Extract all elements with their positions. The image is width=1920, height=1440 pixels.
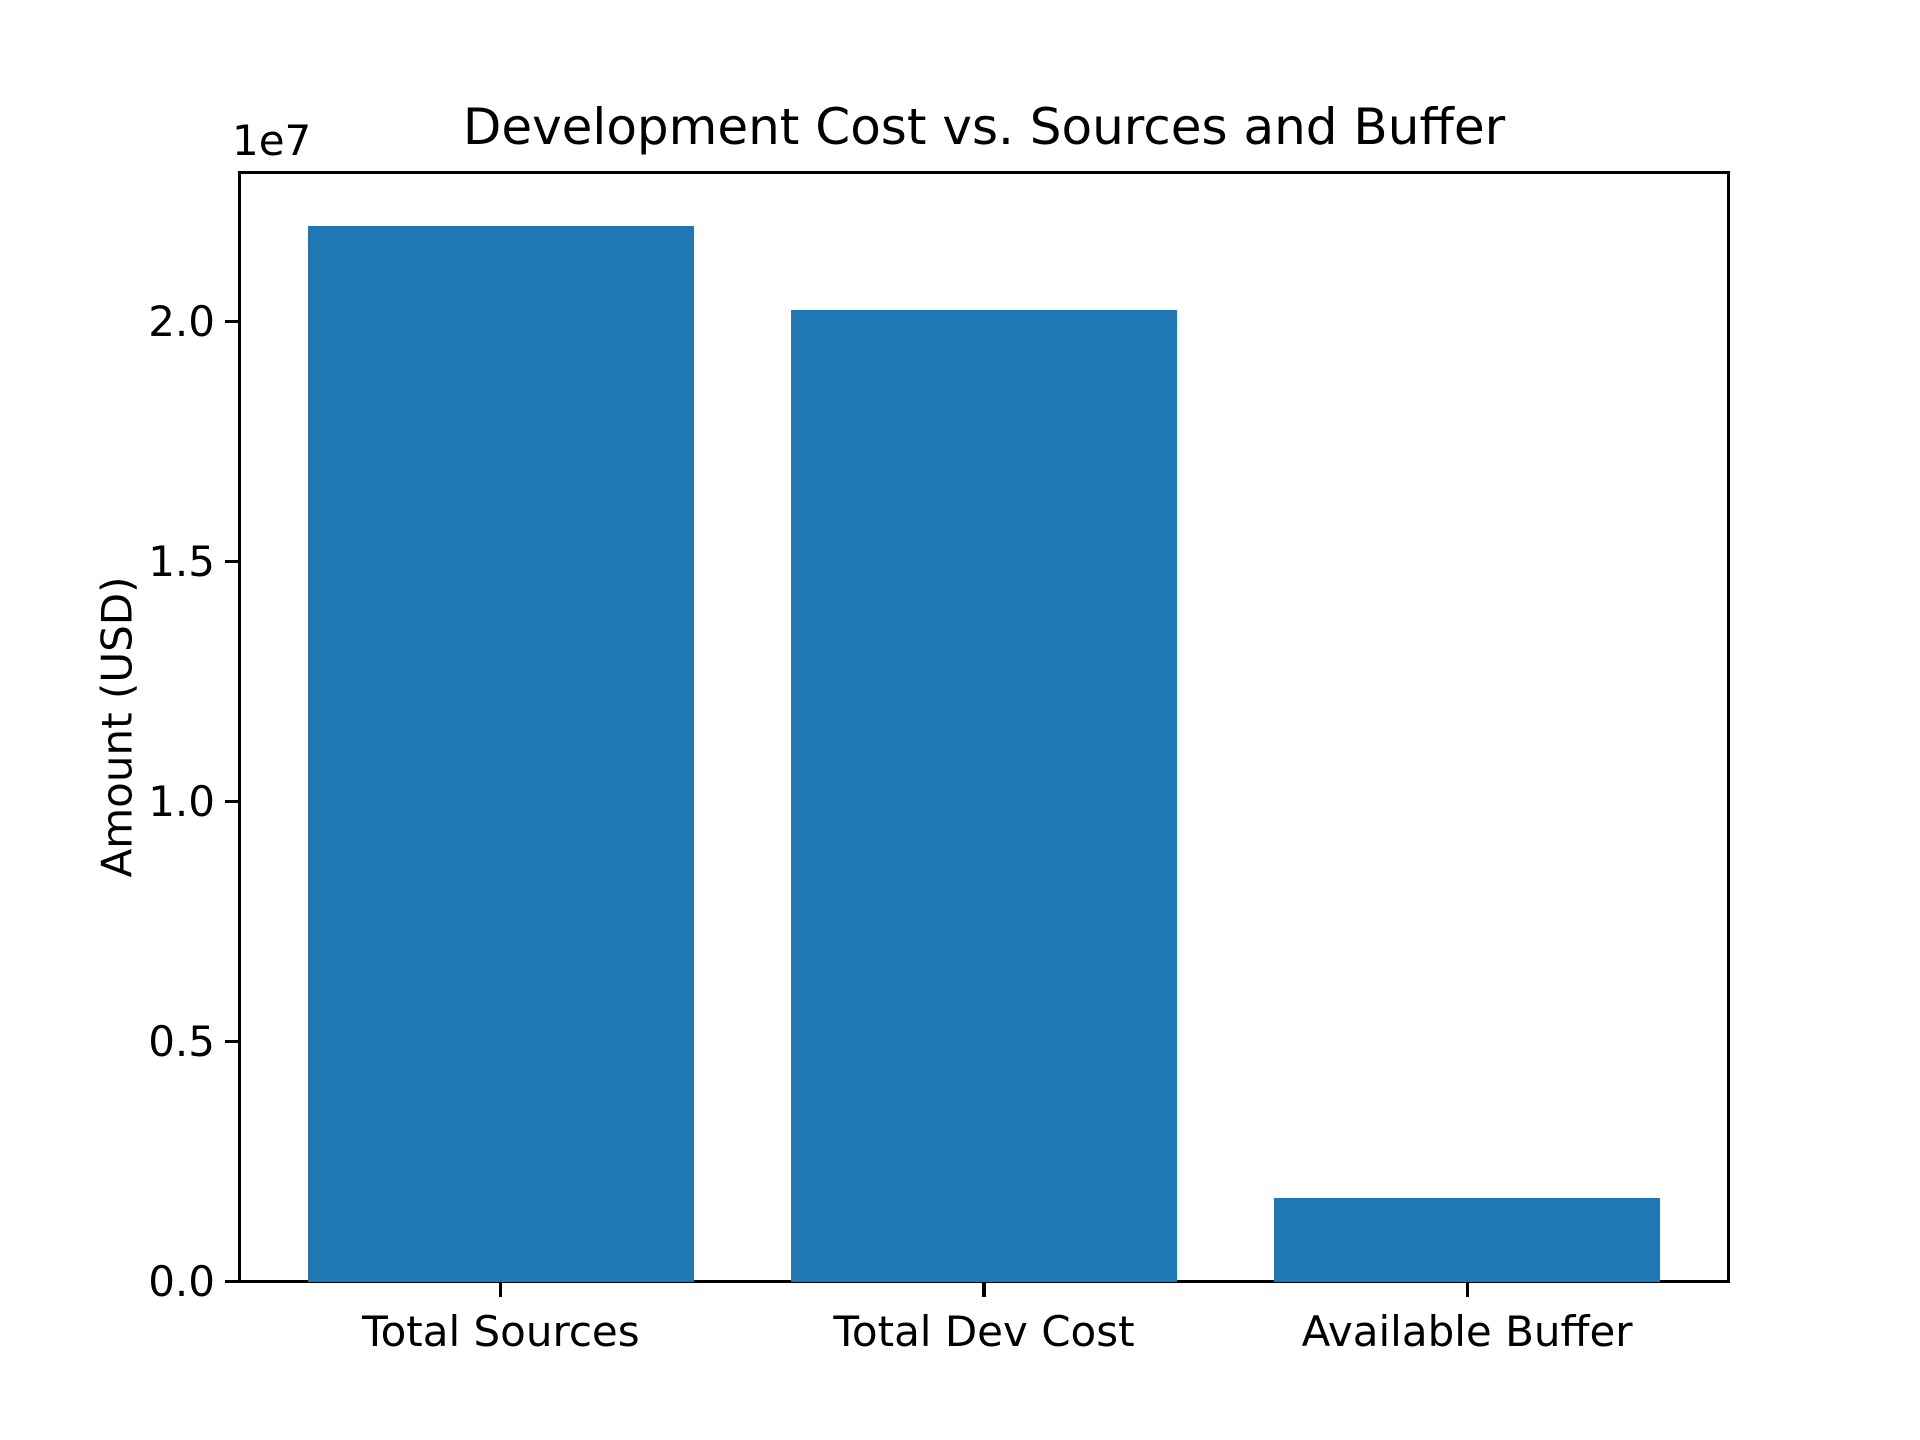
y-tick-label: 1.5 (148, 536, 215, 586)
y-tick-label: 0.5 (148, 1016, 215, 1066)
bars-container (240, 173, 1728, 1282)
y-tick-mark (225, 560, 240, 564)
y-tick-mark (225, 800, 240, 804)
x-tick-mark (1465, 1281, 1469, 1297)
y-tick-label: 1.0 (148, 776, 215, 826)
y-axis-label: Amount (USD) (92, 576, 142, 878)
x-tick-label: Total Sources (362, 1306, 640, 1356)
bar-total-sources (307, 225, 695, 1282)
y-axis-offset-text: 1e7 (232, 116, 312, 165)
bar-total-dev-cost (790, 309, 1178, 1282)
x-tick-label: Total Dev Cost (833, 1306, 1135, 1356)
y-tick-mark (225, 1280, 240, 1284)
x-tick-label: Available Buffer (1301, 1306, 1633, 1356)
chart-title: Development Cost vs. Sources and Buffer (462, 98, 1506, 156)
y-tick-mark (225, 320, 240, 324)
x-tick-mark (982, 1281, 986, 1297)
x-tick-mark (499, 1281, 503, 1297)
y-tick-label: 2.0 (148, 296, 215, 346)
y-tick-mark (225, 1040, 240, 1044)
y-tick-label: 0.0 (148, 1256, 215, 1306)
bar-available-buffer (1273, 1197, 1661, 1282)
